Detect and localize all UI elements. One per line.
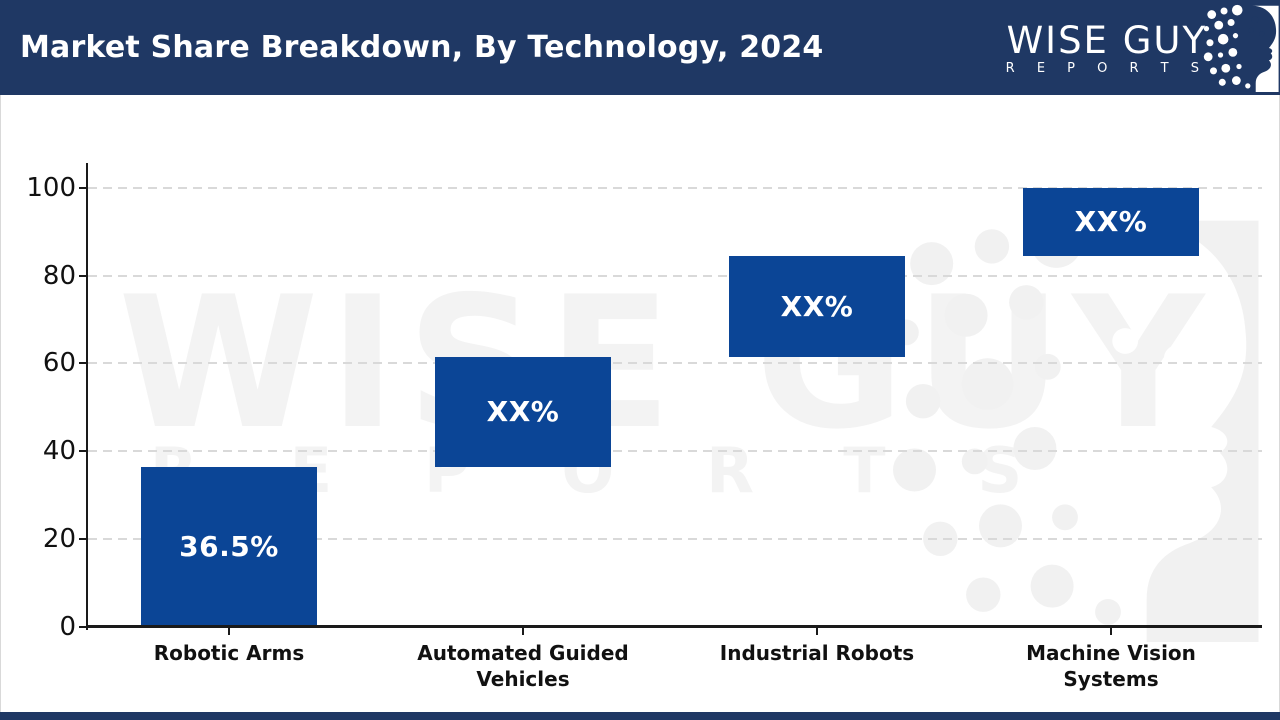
bar-value-label: XX% [780,289,854,323]
bar-1: 36.5% [141,466,317,627]
x-axis-line [86,625,1262,628]
brand-logo: WISE GUY R E P O R T S [990,0,1280,95]
y-tick-label: 40 [42,436,76,467]
x-category-label: Industrial Robots [719,641,915,665]
y-tick-mark [79,274,87,277]
y-tick-mark [79,538,87,541]
y-axis-line [86,162,88,630]
footer-bar [0,712,1280,720]
y-tick-mark [79,362,87,365]
chart-plot-area: 0 20 40 60 80 100 36.5% XX% XX% XX% Robotic Arms Au… [0,95,1280,712]
x-tick-mark [228,627,230,635]
gridline-20 [88,538,1262,541]
bar-3: XX% [729,255,905,357]
gridline-40 [88,450,1262,453]
gridline-60 [88,362,1262,365]
logo-face-icon [1203,4,1279,92]
x-category-label: Robotic Arms [153,641,305,665]
page-title: Market Share Breakdown, By Technology, 2… [20,30,824,65]
gridline-80 [88,274,1262,277]
gridline-100 [88,186,1262,189]
bar-4: XX% [1023,187,1199,256]
y-tick-mark [79,626,87,628]
logo-subtext: R E P O R T S [1005,61,1208,76]
watermark-face-icon [893,216,1259,642]
x-tick-mark [816,627,818,635]
bar-value-label: 36.5% [179,530,279,564]
x-tick-mark [1110,627,1112,635]
x-category-label: Automated Guided Vehicles [417,641,629,691]
y-tick-label: 60 [42,348,76,379]
bar-value-label: XX% [486,395,560,429]
logo-wordmark: WISE GUY [1006,19,1208,62]
logo-text: WISE GUY R E P O R T S [1006,22,1208,77]
y-tick-label: 100 [26,172,76,203]
x-category-label: Machine Vision Systems [1026,641,1196,691]
bar-value-label: XX% [1074,205,1148,239]
header: Market Share Breakdown, By Technology, 2… [0,0,1280,95]
y-tick-label: 20 [42,524,76,555]
y-tick-mark [79,186,87,189]
y-tick-label: 80 [42,260,76,291]
bar-2: XX% [435,356,611,467]
y-tick-label: 0 [59,612,76,642]
y-tick-mark [79,450,87,453]
x-tick-mark [522,627,524,635]
